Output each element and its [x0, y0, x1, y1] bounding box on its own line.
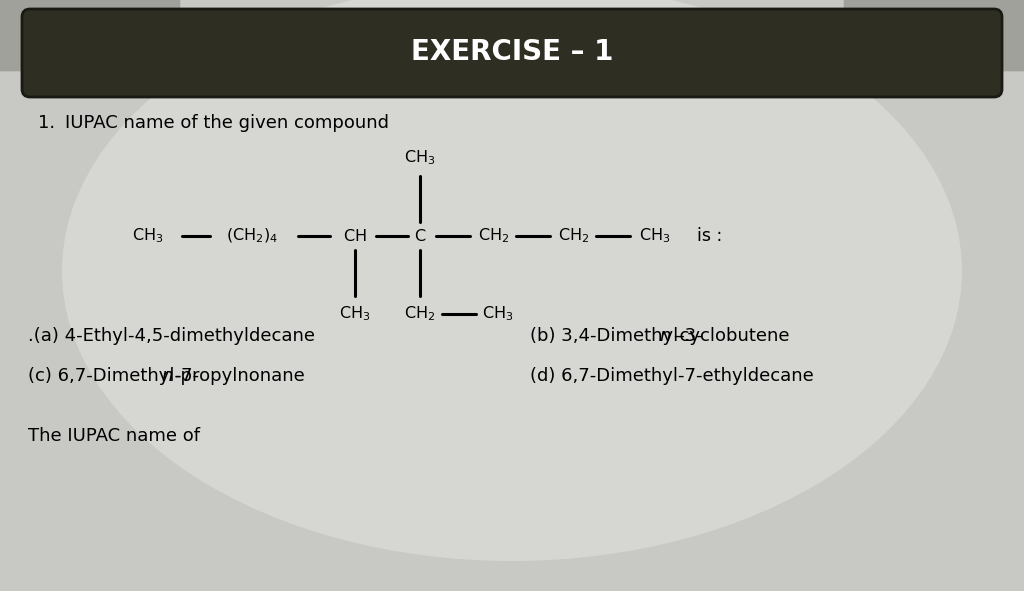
Text: EXERCISE – 1: EXERCISE – 1 [411, 38, 613, 66]
Text: $\mathregular{CH_3}$: $\mathregular{CH_3}$ [132, 227, 164, 245]
FancyBboxPatch shape [844, 0, 1024, 72]
Text: $\mathregular{CH_3}$: $\mathregular{CH_3}$ [639, 227, 671, 245]
Text: $\mathit{n}$: $\mathit{n}$ [161, 367, 173, 385]
Text: IUPAC name of the given compound: IUPAC name of the given compound [65, 114, 389, 132]
Text: $\mathregular{CH_3}$: $\mathregular{CH_3}$ [404, 149, 436, 167]
Text: $\mathregular{CH_2}$: $\mathregular{CH_2}$ [478, 227, 510, 245]
Text: $\mathregular{CH_3}$: $\mathregular{CH_3}$ [482, 304, 514, 323]
Text: $\mathregular{CH}$: $\mathregular{CH}$ [343, 228, 367, 244]
Text: (b) 3,4-Dimethyl-3-: (b) 3,4-Dimethyl-3- [530, 327, 702, 345]
Text: $\mathregular{(CH_2)_4}$: $\mathregular{(CH_2)_4}$ [226, 227, 279, 245]
Text: -cyclobutene: -cyclobutene [673, 327, 790, 345]
Text: (c) 6,7-Dimethyl-7-: (c) 6,7-Dimethyl-7- [28, 367, 199, 385]
Text: is :: is : [697, 227, 723, 245]
Ellipse shape [62, 0, 962, 561]
Text: $\mathregular{CH_3}$: $\mathregular{CH_3}$ [339, 304, 371, 323]
FancyBboxPatch shape [0, 0, 180, 72]
Text: $\mathit{n}$: $\mathit{n}$ [658, 327, 671, 345]
Text: .(a) 4-Ethyl-4,5-dimethyldecane: .(a) 4-Ethyl-4,5-dimethyldecane [28, 327, 315, 345]
Text: $\mathregular{CH_2}$: $\mathregular{CH_2}$ [404, 304, 435, 323]
Text: 1.: 1. [38, 114, 55, 132]
FancyBboxPatch shape [22, 9, 1002, 97]
Text: (d) 6,7-Dimethyl-7-ethyldecane: (d) 6,7-Dimethyl-7-ethyldecane [530, 367, 814, 385]
Text: The IUPAC name of: The IUPAC name of [28, 427, 200, 445]
Text: $\mathregular{CH_2}$: $\mathregular{CH_2}$ [558, 227, 590, 245]
Text: -propylnonane: -propylnonane [175, 367, 305, 385]
Text: $\mathregular{C}$: $\mathregular{C}$ [414, 228, 426, 244]
